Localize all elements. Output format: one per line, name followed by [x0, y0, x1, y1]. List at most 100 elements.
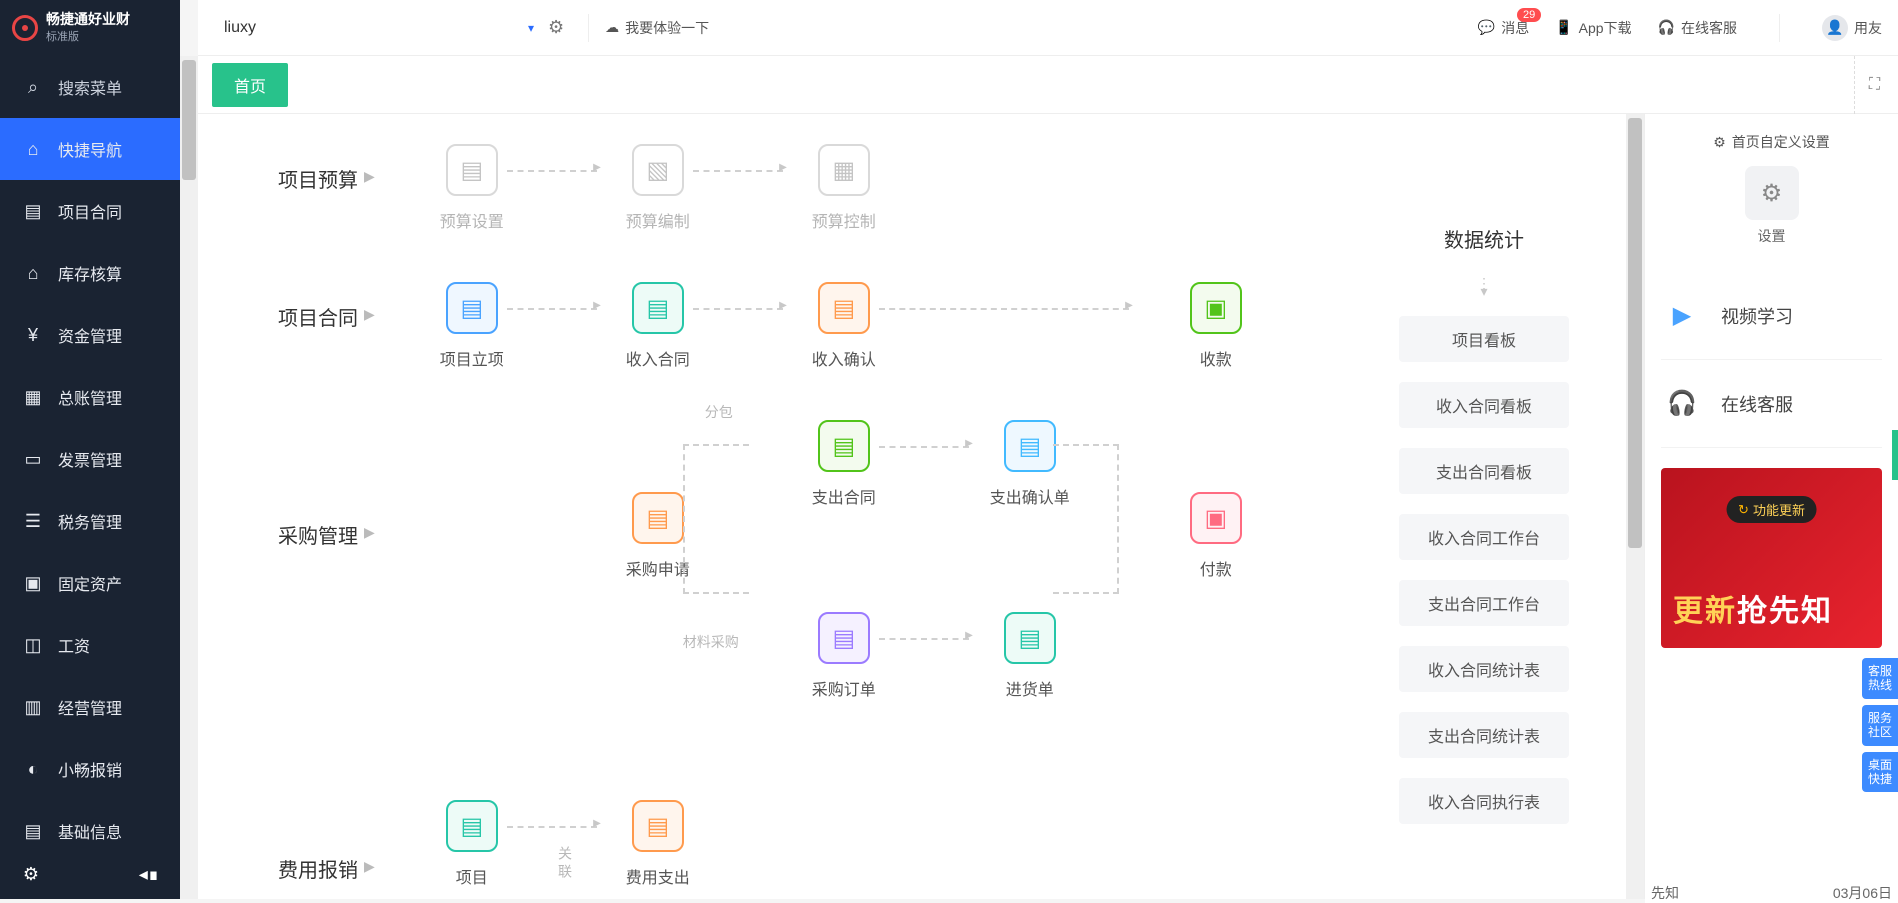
main-scrollbar[interactable] [1626, 114, 1644, 899]
app-download-button[interactable]: 📱 App下载 [1555, 18, 1631, 38]
out-contract-icon: ▤ [818, 420, 870, 472]
node-label: 项目立项 [440, 346, 504, 370]
sidebar-item-inventory[interactable]: ⌂库存核算 [0, 242, 180, 304]
doc-icon: ▤ [446, 144, 498, 196]
branch-label: 分包 [705, 402, 733, 422]
info-icon: ▤ [22, 820, 44, 842]
row-title: 费用报销 [248, 800, 358, 883]
banner-badge: 功能更新 [1726, 496, 1817, 523]
avatar-icon: 👤 [1822, 15, 1848, 41]
try-link[interactable]: ☁ 我要体验一下 [605, 18, 709, 38]
tab-home[interactable]: 首页 [212, 63, 288, 107]
flow-node[interactable]: ▣收款 [1123, 282, 1309, 370]
rail-link-video[interactable]: ▶ 视频学习 [1661, 272, 1882, 360]
brand-icon [12, 15, 38, 41]
invoice-icon: ▭ [22, 448, 44, 470]
stat-button[interactable]: 收入合同工作台 [1399, 514, 1569, 560]
stats-title: 数据统计 [1444, 224, 1524, 253]
sidebar-item-invoice[interactable]: ▭发票管理 [0, 428, 180, 490]
flow-node[interactable]: ▤费用支出 [565, 800, 751, 888]
flow-node[interactable]: ▤收入确认 [751, 282, 937, 370]
rail-link-cs[interactable]: 🎧 在线客服 [1661, 360, 1882, 448]
sidebar-item-label: 总账管理 [58, 385, 122, 409]
sidebar-item-funds[interactable]: ¥ 资金管理 [0, 304, 180, 366]
topbar: liuxy ▾ ⚙ ☁ 我要体验一下 💬 消息 29 📱 App下载 🎧 在线客… [198, 0, 1898, 56]
node-label: 收款 [1200, 346, 1232, 370]
sidebar-item-reimburse[interactable]: ◐小畅报销 [0, 738, 180, 800]
purchase-req-icon: ▤ [632, 492, 684, 544]
sidebar-item-label: 项目合同 [58, 199, 122, 223]
org-selector[interactable]: liuxy ▾ [214, 15, 544, 41]
arrow-icon: ▶ [358, 144, 379, 185]
sidebar-item-ledger[interactable]: ▦总账管理 [0, 366, 180, 428]
try-label: 我要体验一下 [625, 18, 709, 38]
sidebar-item-label: 工资 [58, 633, 90, 657]
flow-node[interactable]: ▤项目立项 [379, 282, 565, 370]
sidebar-item-label: 资金管理 [58, 323, 122, 347]
rail-title-label: 首页自定义设置 [1732, 132, 1830, 152]
search-icon: ⌕ [22, 76, 44, 98]
user-menu[interactable]: 👤 用友 [1822, 15, 1882, 41]
stat-button[interactable]: 收入合同统计表 [1399, 646, 1569, 692]
sidebar-item-asset[interactable]: ▣固定资产 [0, 552, 180, 614]
rail-bottom-left: 先知 [1651, 883, 1679, 903]
cs-label: 在线客服 [1681, 18, 1737, 38]
sidebar-item-mgmt[interactable]: ▥经营管理 [0, 676, 180, 738]
node-label: 付款 [1200, 556, 1232, 580]
stat-label: 收入合同工作台 [1428, 525, 1540, 549]
stat-button[interactable]: 支出合同统计表 [1399, 712, 1569, 758]
fullscreen-button[interactable]: ⛶ [1854, 56, 1894, 114]
float-tab-community[interactable]: 服务社区 [1862, 705, 1898, 746]
flow-row-budget: 项目预算 ▶ ▤ 预算设置 ▧预算编制 ▦预算控制 [248, 144, 1614, 232]
expense-icon: ▤ [632, 800, 684, 852]
sidebar-item-tax[interactable]: ☰税务管理 [0, 490, 180, 552]
headset-icon: 🎧 [1663, 389, 1701, 418]
house-icon: ⌂ [22, 262, 44, 284]
messages-button[interactable]: 💬 消息 29 [1478, 18, 1529, 38]
float-tab-shortcut[interactable]: 桌面快捷 [1862, 752, 1898, 793]
gear-icon[interactable]: ⚙ [20, 863, 42, 885]
settings-icon[interactable]: ⚙ [548, 17, 564, 38]
image-icon: ▧ [632, 144, 684, 196]
settings-tile[interactable]: ⚙ [1745, 166, 1799, 220]
promo-banner[interactable]: 功能更新 更新抢先知 [1661, 468, 1882, 648]
flow-node[interactable]: ▦预算控制 [751, 144, 937, 232]
stat-button[interactable]: 项目看板 [1399, 316, 1569, 362]
stat-button[interactable]: 收入合同看板 [1399, 382, 1569, 428]
rail-link-label: 在线客服 [1721, 391, 1793, 417]
stat-button[interactable]: 支出合同看板 [1399, 448, 1569, 494]
divider [588, 14, 589, 42]
arrow-icon: ▶ [358, 282, 379, 323]
po-icon: ▤ [818, 612, 870, 664]
stat-label: 支出合同统计表 [1428, 723, 1540, 747]
flow-node[interactable]: ▤ 预算设置 [379, 144, 565, 232]
stat-button[interactable]: 支出合同工作台 [1399, 580, 1569, 626]
sidebar-item-label: 基础信息 [58, 819, 122, 843]
node-label: 采购订单 [812, 676, 876, 700]
phone-icon: 📱 [1555, 19, 1572, 36]
yen-icon: ¥ [22, 324, 44, 346]
float-tab-hotline[interactable]: 客服热线 [1862, 658, 1898, 699]
node-label: 预算设置 [440, 208, 504, 232]
sidebar-item-quicknav[interactable]: ⌂快捷导航 [0, 118, 180, 180]
user-label: 用友 [1854, 18, 1882, 38]
flow-node[interactable]: ▤进货单 [937, 612, 1123, 700]
sidebar-item-search[interactable]: ⌕ 搜索菜单 [0, 56, 180, 118]
flow-node[interactable]: ▣付款 [1123, 492, 1309, 580]
sidebar-item-contract[interactable]: ▤项目合同 [0, 180, 180, 242]
node-label: 进货单 [1006, 676, 1054, 700]
salary-icon: ◫ [22, 634, 44, 656]
sidebar-scrollbar[interactable] [180, 56, 198, 899]
sidebar-item-label: 搜索菜单 [58, 75, 122, 99]
flow-node[interactable]: ▤ 采购订单 [751, 612, 937, 700]
sidebar-item-salary[interactable]: ◫ 工资 [0, 614, 180, 676]
row-title: 项目预算 [248, 144, 358, 193]
flow-node[interactable]: ▤收入合同 [565, 282, 751, 370]
stat-button[interactable]: 收入合同执行表 [1399, 778, 1569, 824]
flow-node[interactable]: ▤项目 [379, 800, 565, 888]
sidebar-item-label: 快捷导航 [58, 137, 122, 161]
collapse-icon[interactable]: ◂∎ [138, 863, 160, 885]
customer-service-button[interactable]: 🎧 在线客服 [1658, 18, 1737, 38]
flow-node[interactable]: ▧预算编制 [565, 144, 751, 232]
tab-label: 首页 [234, 79, 266, 96]
